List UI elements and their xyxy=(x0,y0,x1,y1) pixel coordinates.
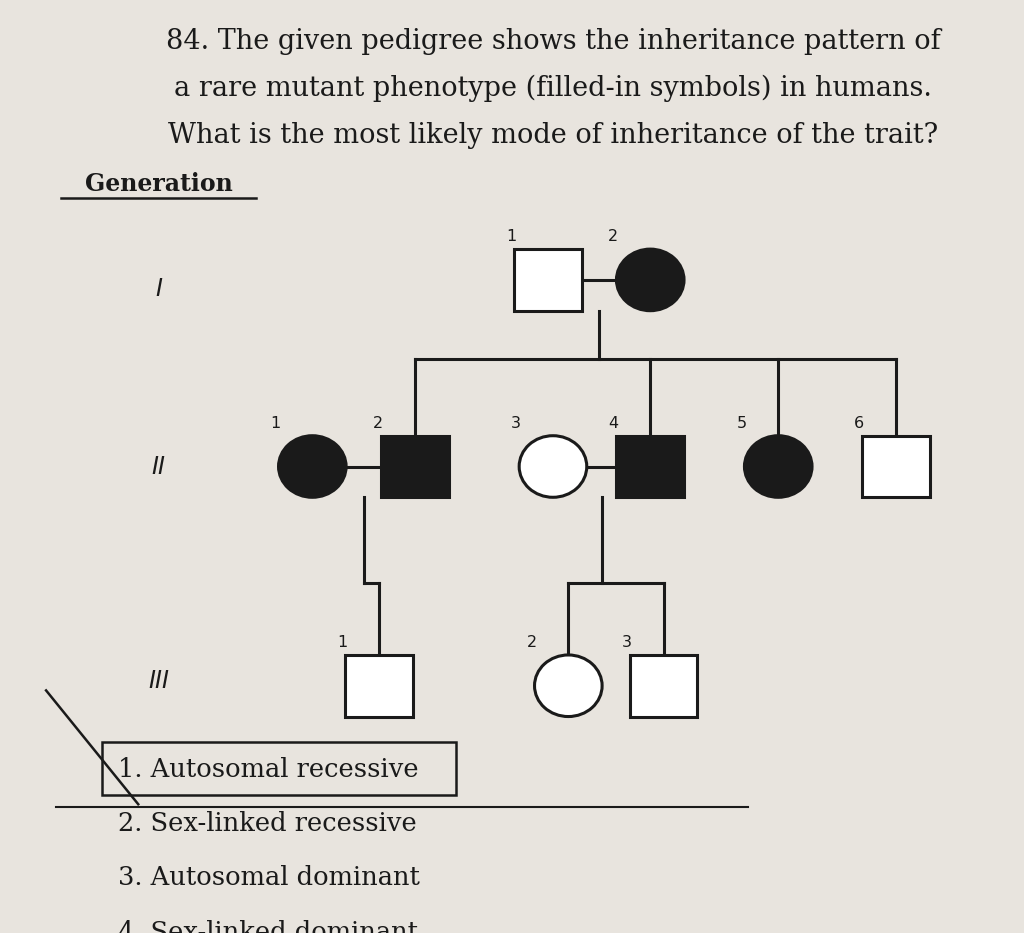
Circle shape xyxy=(616,249,684,311)
Text: 4: 4 xyxy=(608,416,618,431)
Text: 6: 6 xyxy=(854,416,864,431)
Bar xyxy=(381,436,449,497)
Text: 2: 2 xyxy=(526,635,537,650)
Text: 1: 1 xyxy=(337,635,347,650)
Text: 2: 2 xyxy=(608,230,618,244)
Text: 1: 1 xyxy=(270,416,281,431)
Bar xyxy=(102,742,456,795)
Text: 3: 3 xyxy=(622,635,632,650)
Text: a rare mutant phenotype (filled-in symbols) in humans.: a rare mutant phenotype (filled-in symbo… xyxy=(174,75,932,103)
Circle shape xyxy=(519,436,587,497)
Circle shape xyxy=(744,436,812,497)
Text: What is the most likely mode of inheritance of the trait?: What is the most likely mode of inherita… xyxy=(168,122,938,148)
Text: 5: 5 xyxy=(736,416,746,431)
Text: 1: 1 xyxy=(506,230,516,244)
Text: I: I xyxy=(156,277,162,301)
Bar xyxy=(862,436,930,497)
Text: III: III xyxy=(148,669,169,693)
Text: 3: 3 xyxy=(511,416,521,431)
Text: 2: 2 xyxy=(373,416,383,431)
Text: 2. Sex-linked recessive: 2. Sex-linked recessive xyxy=(118,812,417,836)
Circle shape xyxy=(279,436,346,497)
Bar xyxy=(345,655,413,717)
Bar xyxy=(616,436,684,497)
Text: 4. Sex-linked dominant: 4. Sex-linked dominant xyxy=(118,920,418,933)
Circle shape xyxy=(535,655,602,717)
Text: 84. The given pedigree shows the inheritance pattern of: 84. The given pedigree shows the inherit… xyxy=(166,29,940,55)
Text: 1. Autosomal recessive: 1. Autosomal recessive xyxy=(118,758,419,782)
Bar xyxy=(514,249,582,311)
Text: 3. Autosomal dominant: 3. Autosomal dominant xyxy=(118,866,420,890)
Text: Generation: Generation xyxy=(85,172,232,196)
Text: II: II xyxy=(152,454,166,479)
Bar xyxy=(630,655,697,717)
